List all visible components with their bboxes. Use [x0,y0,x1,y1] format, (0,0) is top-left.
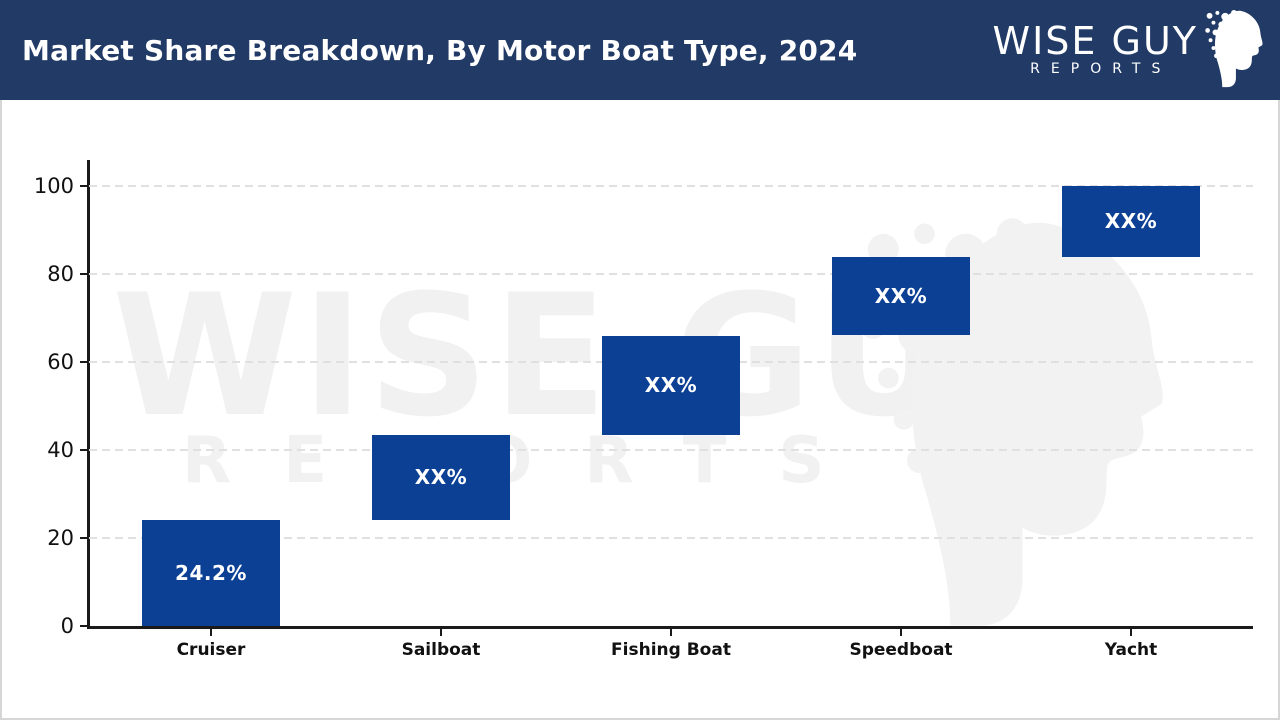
x-tick-label-yacht: Yacht [1104,640,1158,660]
bar-fishing-boat: XX% [602,335,740,435]
y-axis-line [87,160,90,629]
y-tick-0 [80,625,88,627]
x-tick-fishing-boat [670,629,672,636]
y-tick-40 [80,449,88,451]
header-bar: Market Share Breakdown, By Motor Boat Ty… [0,0,1280,100]
y-tick-20 [80,537,88,539]
brand-logo-text: WISE GUY REPORTS [992,19,1198,77]
x-tick-cruiser [210,629,212,636]
bar-value-label-sailboat: XX% [414,465,468,490]
bar-sailboat: XX% [372,435,510,520]
gridline-100 [89,185,1253,187]
x-tick-label-speedboat: Speedboat [849,640,953,660]
y-tick-label-80: 80 [47,262,74,286]
brand-name: WISE GUY [992,19,1198,64]
x-axis-line [87,626,1253,629]
bar-value-label-speedboat: XX% [874,283,928,308]
brand-logo: WISE GUY REPORTS [993,8,1266,90]
bar-value-label-yacht: XX% [1104,209,1158,234]
bar-speedboat: XX% [832,257,970,335]
y-tick-label-100: 100 [33,174,74,198]
bar-value-label-fishing-boat: XX% [644,373,698,398]
gridline-80 [89,273,1253,275]
y-tick-100 [80,185,88,187]
wiseguy-head-icon [1205,9,1263,88]
bar-cruiser: 24.2% [142,519,280,626]
x-tick-label-fishing-boat: Fishing Boat [611,640,731,660]
y-tick-label-0: 0 [60,614,74,638]
page-title: Market Share Breakdown, By Motor Boat Ty… [22,33,858,67]
gridline-20 [89,537,1253,539]
x-tick-label-sailboat: Sailboat [401,640,481,660]
y-tick-80 [80,273,88,275]
x-tick-yacht [1130,629,1132,636]
x-tick-speedboat [900,629,902,636]
y-tick-label-40: 40 [47,438,74,462]
y-tick-60 [80,361,88,363]
bar-value-label-cruiser: 24.2% [175,560,247,585]
y-tick-label-60: 60 [47,350,74,374]
y-tick-label-20: 20 [47,526,74,550]
bar-yacht: XX% [1062,186,1200,257]
gridline-40 [89,449,1253,451]
x-tick-label-cruiser: Cruiser [176,640,246,660]
brand-subname: REPORTS [1030,60,1172,77]
x-tick-sailboat [440,629,442,636]
